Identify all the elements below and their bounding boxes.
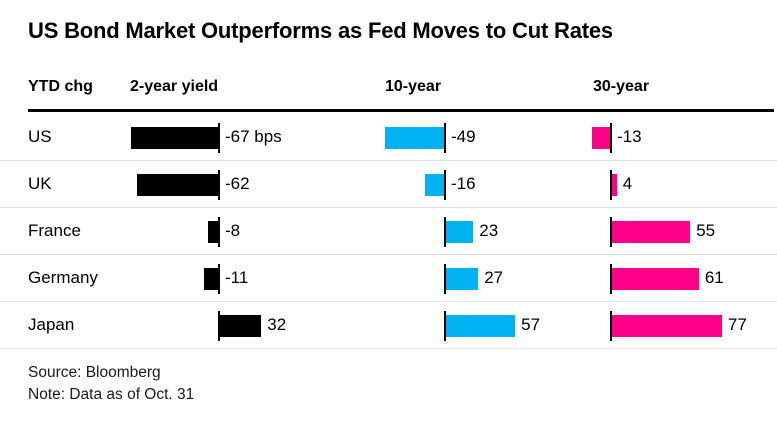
bar-30-year-us xyxy=(592,127,611,149)
baseline-tick xyxy=(444,264,446,294)
bar-30-year-uk xyxy=(611,174,617,196)
baseline-tick xyxy=(444,123,446,153)
bar-2-year-yield-germany xyxy=(204,268,219,290)
value-label-30-year-us: -13 xyxy=(617,127,642,146)
baseline-tick xyxy=(444,170,446,200)
ytd-chg-header: YTD chg xyxy=(28,78,93,95)
baseline-tick xyxy=(218,264,220,294)
baseline-tick xyxy=(218,217,220,247)
bar-30-year-japan xyxy=(611,315,722,337)
baseline-tick xyxy=(218,170,220,200)
baseline-tick xyxy=(610,217,612,247)
source-note: Source: Bloomberg xyxy=(28,364,161,381)
baseline-tick xyxy=(218,311,220,341)
bar-30-year-france xyxy=(611,221,691,243)
table-row: Germany -11 27 61 xyxy=(0,255,777,302)
row-label-uk: UK xyxy=(28,174,52,193)
value-label-10-year-france: 23 xyxy=(479,221,499,240)
baseline-tick xyxy=(610,123,612,153)
value-label-2-year-yield-germany: -11 xyxy=(225,268,249,287)
value-label-30-year-germany: 61 xyxy=(704,268,724,287)
bar-30-year-germany xyxy=(611,268,699,290)
bar-10-year-germany xyxy=(445,268,479,290)
bar-10-year-japan xyxy=(445,315,516,337)
chart-rows: US -67 bps -49 -13 UK -62 -16 4 France -8 23 55 Germ… xyxy=(0,114,777,349)
value-label-2-year-yield-uk: -62 xyxy=(225,174,250,193)
col-header-30-year: 30-year xyxy=(593,78,650,95)
header-rule xyxy=(28,109,774,112)
chart-footer: Source: Bloomberg Note: Data as of Oct. … xyxy=(28,362,194,406)
col-header-10-year: 10-year xyxy=(385,78,442,95)
chart-title: US Bond Market Outperforms as Fed Moves … xyxy=(28,18,613,43)
baseline-tick xyxy=(610,170,612,200)
bar-2-year-yield-us xyxy=(130,127,219,149)
table-row: France -8 23 55 xyxy=(0,208,777,255)
baseline-tick xyxy=(610,264,612,294)
bar-10-year-us xyxy=(384,127,445,149)
row-label-japan: Japan xyxy=(28,315,75,334)
table-row: UK -62 -16 4 xyxy=(0,161,777,208)
col-header-2-year: 2-year yield xyxy=(130,78,219,95)
bar-10-year-uk xyxy=(425,174,445,196)
bar-10-year-france xyxy=(445,221,474,243)
value-label-10-year-japan: 57 xyxy=(521,315,541,334)
bar-2-year-yield-uk xyxy=(137,174,219,196)
data-note: Note: Data as of Oct. 31 xyxy=(28,386,195,403)
column-headers: YTD chg 2-year yield 10-year 30-year xyxy=(0,78,777,98)
value-label-2-year-yield-france: -8 xyxy=(225,221,241,240)
value-label-10-year-us: -49 xyxy=(451,127,476,146)
value-label-2-year-yield-japan: 32 xyxy=(267,315,287,334)
bar-2-year-yield-france xyxy=(208,221,219,243)
value-label-30-year-france: 55 xyxy=(696,221,716,240)
value-label-30-year-japan: 77 xyxy=(727,315,747,334)
table-row: Japan 32 57 77 xyxy=(0,302,777,349)
row-label-france: France xyxy=(28,221,81,240)
bar-2-year-yield-japan xyxy=(219,315,262,337)
value-label-2-year-yield-us: -67 bps xyxy=(225,127,282,146)
value-label-10-year-germany: 27 xyxy=(484,268,504,287)
table-row: US -67 bps -49 -13 xyxy=(0,114,777,161)
baseline-tick xyxy=(444,311,446,341)
baseline-tick xyxy=(218,123,220,153)
row-label-germany: Germany xyxy=(28,268,98,287)
row-label-us: US xyxy=(28,127,52,146)
value-label-10-year-uk: -16 xyxy=(451,174,476,193)
value-label-30-year-uk: 4 xyxy=(622,174,633,193)
baseline-tick xyxy=(610,311,612,341)
baseline-tick xyxy=(444,217,446,247)
